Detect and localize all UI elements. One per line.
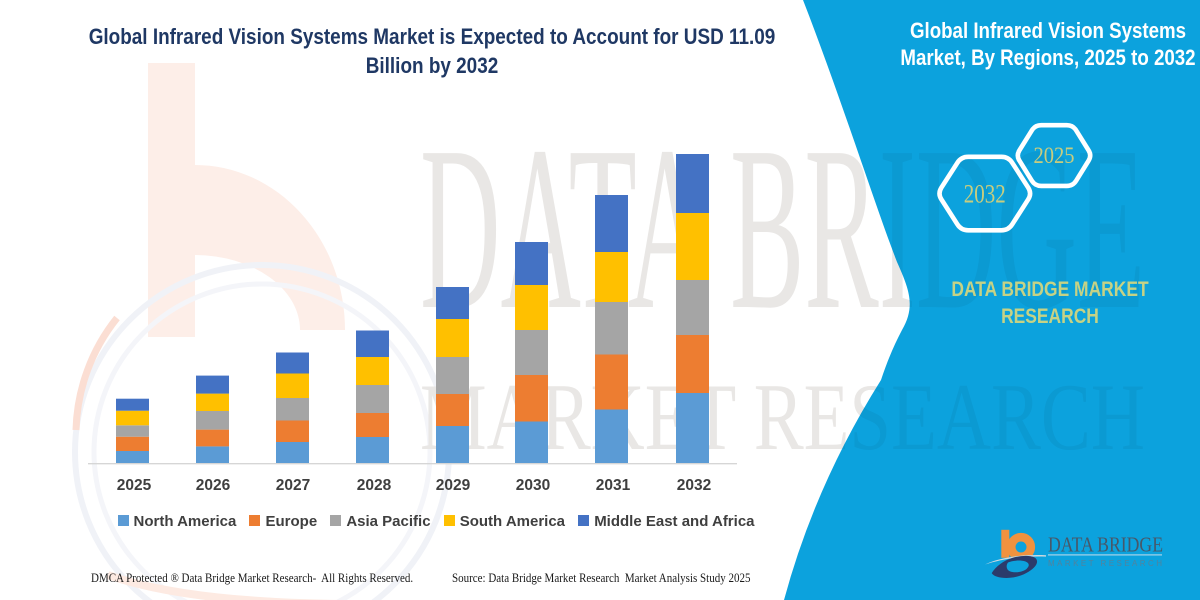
svg-text:2032: 2032 xyxy=(964,180,1006,209)
svg-text:DATA BRIDGE: DATA BRIDGE xyxy=(1048,533,1163,557)
svg-text:2025: 2025 xyxy=(1034,143,1075,168)
svg-text:MARKET RESEARCH: MARKET RESEARCH xyxy=(1048,559,1162,568)
